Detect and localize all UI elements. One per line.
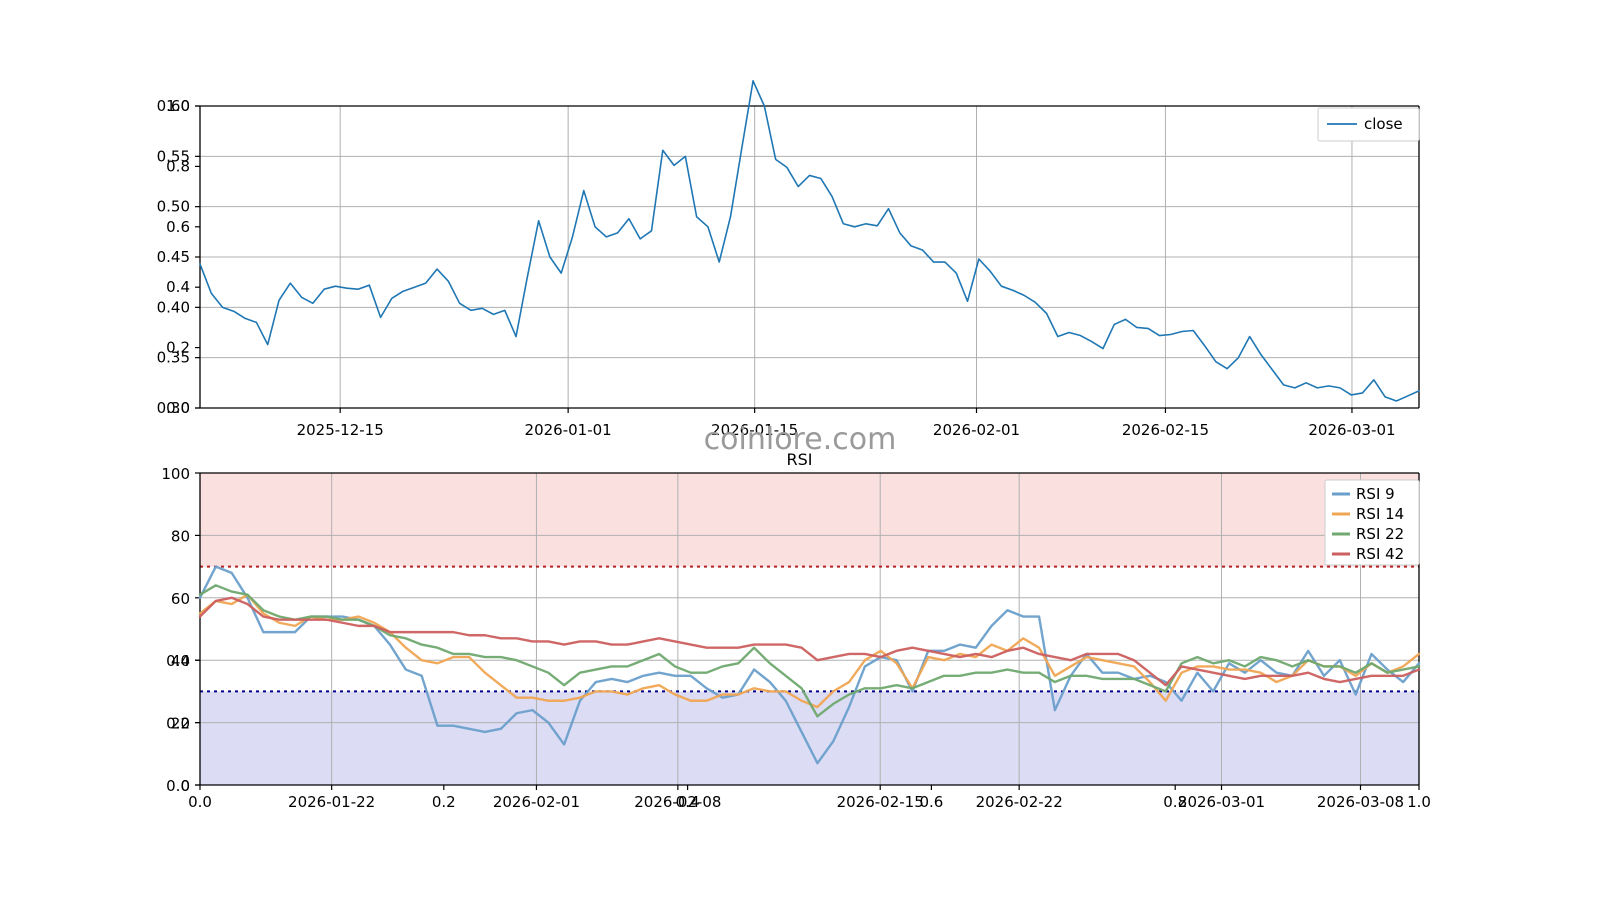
price-ytick-label: 0.40 [157,298,190,316]
rsi-xtick-date-label: 2026-01-22 [288,793,375,811]
rsi-panel: 100 80 60 40 20 0 0.4 0.2 0.0 2026-01-22 2026-02-0… [161,450,1431,811]
rsi-ytick-label: 60 [171,590,190,608]
rsi-series-rsi-14 [198,593,1421,709]
rsi-xtick-date-label: 2026-02-15 [837,793,924,811]
price-ytick-norm-label: 0.4 [166,278,190,296]
rsi-xtick-norm-label: 0.6 [919,793,943,811]
rsi-series-rsi-9 [198,565,1421,765]
price-xtick-label: 2026-02-01 [933,421,1020,439]
price-legend-box [1317,107,1420,142]
price-ytick-label: 0.55 [157,147,190,165]
price-ytick-norm-label: 0.2 [166,339,190,357]
rsi-panel-title: RSI [787,450,813,469]
rsi-series-rsi-42 [198,596,1421,687]
price-ytick-norm-label: 0.8 [166,157,190,175]
rsi-legend: RSI 9 RSI 14 RSI 22 RSI 42 [1324,479,1420,566]
price-ytick-label: 0.45 [157,248,190,266]
rsi-overbought-band [200,473,1419,567]
rsi-ytick-label: 20 [171,715,190,733]
price-ytick-label: 0.50 [157,198,190,216]
watermark-text: coinlore.com [704,422,897,457]
rsi-xtick-norm-label: 1.0 [1407,793,1431,811]
rsi-legend-label-rsi-14: RSI 14 [1356,505,1404,523]
rsi-ytick-norm-label: 0.2 [166,715,190,733]
rsi-ytick-norm-label: 0.4 [166,652,190,670]
rsi-ytick-label: 0 [180,777,190,795]
rsi-xtick-date-label: 2026-02-08 [634,793,721,811]
rsi-xtick-date-label: 2026-02-01 [493,793,580,811]
price-ytick-label: 0.60 [157,97,190,115]
rsi-legend-label-rsi-9: RSI 9 [1356,485,1395,503]
price-ytick-norm-label: 0.0 [166,399,190,417]
price-ytick-norm-label: 1.0 [166,97,190,115]
price-xtick-label: 2026-01-15 [711,421,798,439]
rsi-ytick-label: 100 [161,465,190,483]
rsi-ytick-label: 80 [171,527,190,545]
rsi-ytick-label: 40 [171,652,190,670]
rsi-legend-label-rsi-42: RSI 42 [1356,545,1404,563]
price-series-close [199,80,1420,402]
rsi-xtick-norm-label: 0.2 [432,793,456,811]
rsi-series-rsi-22 [198,584,1421,718]
price-xtick-label: 2026-02-15 [1122,421,1209,439]
price-legend-label-close: close [1364,115,1403,133]
rsi-legend-label-rsi-22: RSI 22 [1356,525,1404,543]
rsi-oversold-band [200,691,1419,785]
price-panel: 0.60 0.55 0.50 0.45 0.40 0.35 0.30 1.0 0.8 0.6 0.4… [157,80,1420,439]
rsi-xtick-date-label: 2026-02-22 [976,793,1063,811]
rsi-xtick-date-label: 2026-03-08 [1317,793,1404,811]
price-legend: close [1317,107,1420,142]
price-ytick-label: 0.30 [157,399,190,417]
rsi-legend-box [1324,479,1420,566]
price-xtick-label: 2025-12-15 [297,421,384,439]
rsi-xtick-norm-label: 0.4 [676,793,700,811]
rsi-ytick-norm-label: 0.0 [166,777,190,795]
rsi-xtick-norm-label: 0.0 [188,793,212,811]
price-xtick-label: 2026-01-01 [525,421,612,439]
price-ytick-label: 0.35 [157,349,190,367]
rsi-xtick-date-label: 2026-03-01 [1178,793,1265,811]
price-xtick-label: 2026-03-01 [1308,421,1395,439]
rsi-xtick-norm-label: 0.8 [1163,793,1187,811]
price-ytick-norm-label: 0.6 [166,218,190,236]
